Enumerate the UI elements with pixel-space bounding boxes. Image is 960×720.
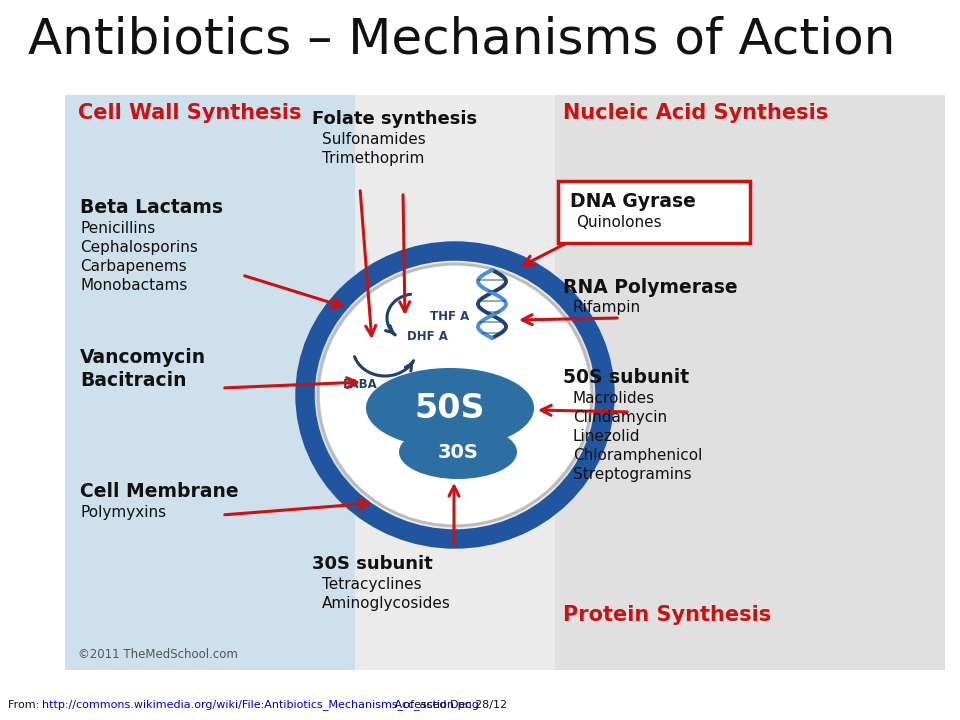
Text: 30S: 30S: [438, 443, 478, 462]
Text: Cell Wall Synthesis: Cell Wall Synthesis: [78, 103, 301, 123]
Text: Accessed Dec 28/12: Accessed Dec 28/12: [391, 700, 507, 710]
Ellipse shape: [366, 368, 534, 448]
Text: Carbapenems: Carbapenems: [80, 259, 187, 274]
Text: Linezolid: Linezolid: [573, 429, 640, 444]
Text: Beta Lactams: Beta Lactams: [80, 198, 223, 217]
Ellipse shape: [399, 425, 517, 479]
Text: 30S subunit: 30S subunit: [312, 555, 433, 573]
Text: Bacitracin: Bacitracin: [80, 371, 186, 390]
Text: Polymyxins: Polymyxins: [80, 505, 166, 520]
Text: Penicillins: Penicillins: [80, 221, 156, 236]
Text: ©2011 TheMedSchool.com: ©2011 TheMedSchool.com: [78, 648, 238, 661]
Ellipse shape: [320, 266, 590, 524]
Text: Trimethoprim: Trimethoprim: [322, 151, 424, 166]
Text: Cephalosporins: Cephalosporins: [80, 240, 198, 255]
Text: Chloramphenicol: Chloramphenicol: [573, 448, 703, 463]
Text: Sulfonamides: Sulfonamides: [322, 132, 425, 147]
Text: THF A: THF A: [430, 310, 469, 323]
Text: Protein Synthesis: Protein Synthesis: [563, 605, 771, 625]
Text: RNA Polymerase: RNA Polymerase: [563, 278, 737, 297]
Text: Streptogramins: Streptogramins: [573, 467, 691, 482]
Text: 50S subunit: 50S subunit: [563, 368, 689, 387]
Text: Nucleic Acid Synthesis: Nucleic Acid Synthesis: [563, 103, 828, 123]
Bar: [65, 95, 355, 670]
Text: Quinolones: Quinolones: [576, 215, 661, 230]
Text: From:: From:: [8, 700, 43, 710]
Text: Rifampin: Rifampin: [573, 300, 641, 315]
Text: Cell Membrane: Cell Membrane: [80, 482, 239, 501]
Text: Clindamycin: Clindamycin: [573, 410, 667, 425]
Text: 50S: 50S: [415, 392, 485, 425]
Text: Folate synthesis: Folate synthesis: [312, 110, 477, 128]
Text: PABA: PABA: [343, 378, 377, 391]
Text: Aminoglycosides: Aminoglycosides: [322, 596, 451, 611]
Text: Vancomycin: Vancomycin: [80, 348, 206, 367]
FancyBboxPatch shape: [558, 181, 750, 243]
Text: Macrolides: Macrolides: [573, 391, 655, 406]
Bar: [355, 95, 555, 670]
Text: http://commons.wikimedia.org/wiki/File:Antibiotics_Mechanisms_of_action.png: http://commons.wikimedia.org/wiki/File:A…: [42, 699, 479, 710]
Text: Antibiotics – Mechanisms of Action: Antibiotics – Mechanisms of Action: [28, 15, 896, 63]
Text: Monobactams: Monobactams: [80, 278, 187, 293]
Text: DNA Gyrase: DNA Gyrase: [570, 192, 696, 211]
Text: Tetracyclines: Tetracyclines: [322, 577, 421, 592]
Text: DHF A: DHF A: [407, 330, 448, 343]
Bar: [555, 95, 945, 670]
